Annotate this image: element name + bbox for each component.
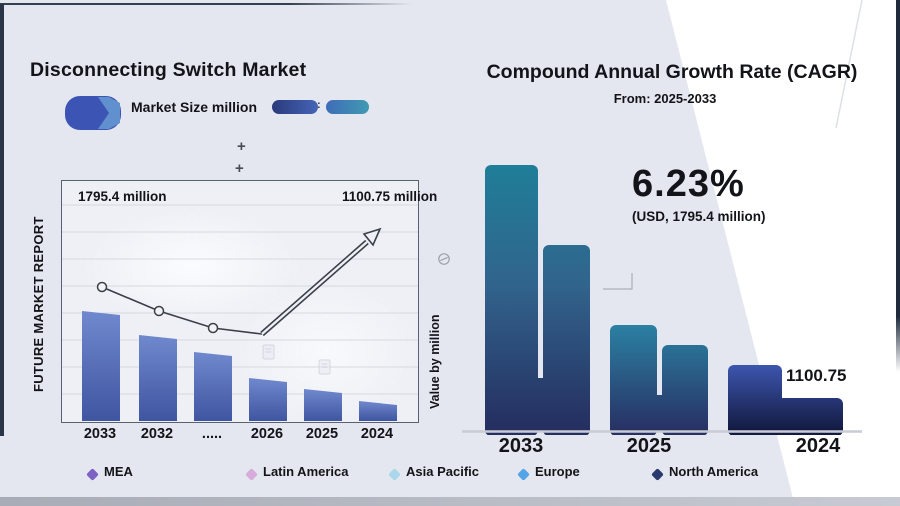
legend-label-europe: Europe: [535, 464, 580, 479]
start-value-label: 1795.4 million: [78, 189, 167, 204]
frame-top-edge: [0, 3, 412, 5]
market-size-label: Market Size million: [131, 99, 258, 115]
ratio-pill-left: [272, 100, 318, 114]
trend-line: [96, 227, 382, 337]
cagr-detail: (USD, 1795.4 million): [632, 209, 766, 224]
left-axis-label-dots: .....: [201, 426, 223, 442]
left-axis-label-2024: 2024: [360, 426, 394, 442]
frame-bottom-edge: [0, 497, 900, 506]
gridlines: [62, 204, 418, 395]
arrow-head: [362, 227, 382, 247]
ratio-separator: :: [317, 99, 321, 111]
faint-document-icons: [262, 344, 331, 375]
faint-diagonal-line: [835, 0, 863, 129]
left-axis-label-2025: 2025: [305, 426, 339, 442]
plus-mark-2: +: [235, 160, 244, 177]
market-size-bars: [82, 311, 397, 421]
left-section-title: Disconnecting Switch Market: [30, 59, 307, 81]
right-axis-label-2033: 2033: [498, 435, 544, 457]
right-section-subtitle: From: 2025-2033: [613, 91, 717, 106]
cylinder-icon: [65, 96, 121, 130]
bar-2026: [249, 378, 287, 421]
right-axis-label-2025: 2025: [626, 435, 672, 457]
cagr-bar-value-label: 1100.75: [786, 366, 847, 385]
plus-mark-1: +: [237, 138, 246, 155]
legend-label-latin-america: Latin America: [263, 464, 349, 479]
bar-2032: [139, 335, 177, 421]
left-axis-label-2032: 2032: [140, 426, 174, 442]
frame-left-edge: [0, 4, 4, 436]
bar-2033: [82, 311, 120, 421]
cagr-bars-2033: [485, 165, 590, 435]
circle-slash-icon: [438, 253, 450, 265]
left-axis-label-2033: 2033: [83, 426, 117, 442]
end-value-label: 1100.75 million: [342, 189, 438, 204]
value-axis-label: Value by million: [428, 314, 442, 410]
left-axis-label-2026: 2026: [250, 426, 284, 442]
cagr-chart: [462, 165, 862, 435]
legend-label-mea: MEA: [104, 464, 133, 479]
future-market-report-label: FUTURE MARKET REPORT: [31, 216, 46, 392]
market-size-chart: [62, 204, 418, 421]
legend-label-north-america: North America: [669, 464, 759, 479]
right-axis-label-2024: 2024: [795, 435, 841, 457]
legend-label-asia-pacific: Asia Pacific: [406, 464, 479, 479]
bar-2025: [304, 389, 342, 421]
left-chart-panel: [61, 180, 422, 426]
frame-right-edge: [895, 0, 900, 372]
bar-dots: [194, 352, 232, 421]
cagr-bars-2024: [728, 365, 843, 435]
cagr-value: 6.23%: [632, 163, 745, 205]
right-section-title: Compound Annual Growth Rate (CAGR): [486, 61, 858, 83]
decorative-corner-line: [603, 273, 633, 290]
bar-2024: [359, 401, 397, 421]
ratio-pill-right: [326, 100, 369, 114]
cagr-bars-2025: [610, 325, 708, 435]
